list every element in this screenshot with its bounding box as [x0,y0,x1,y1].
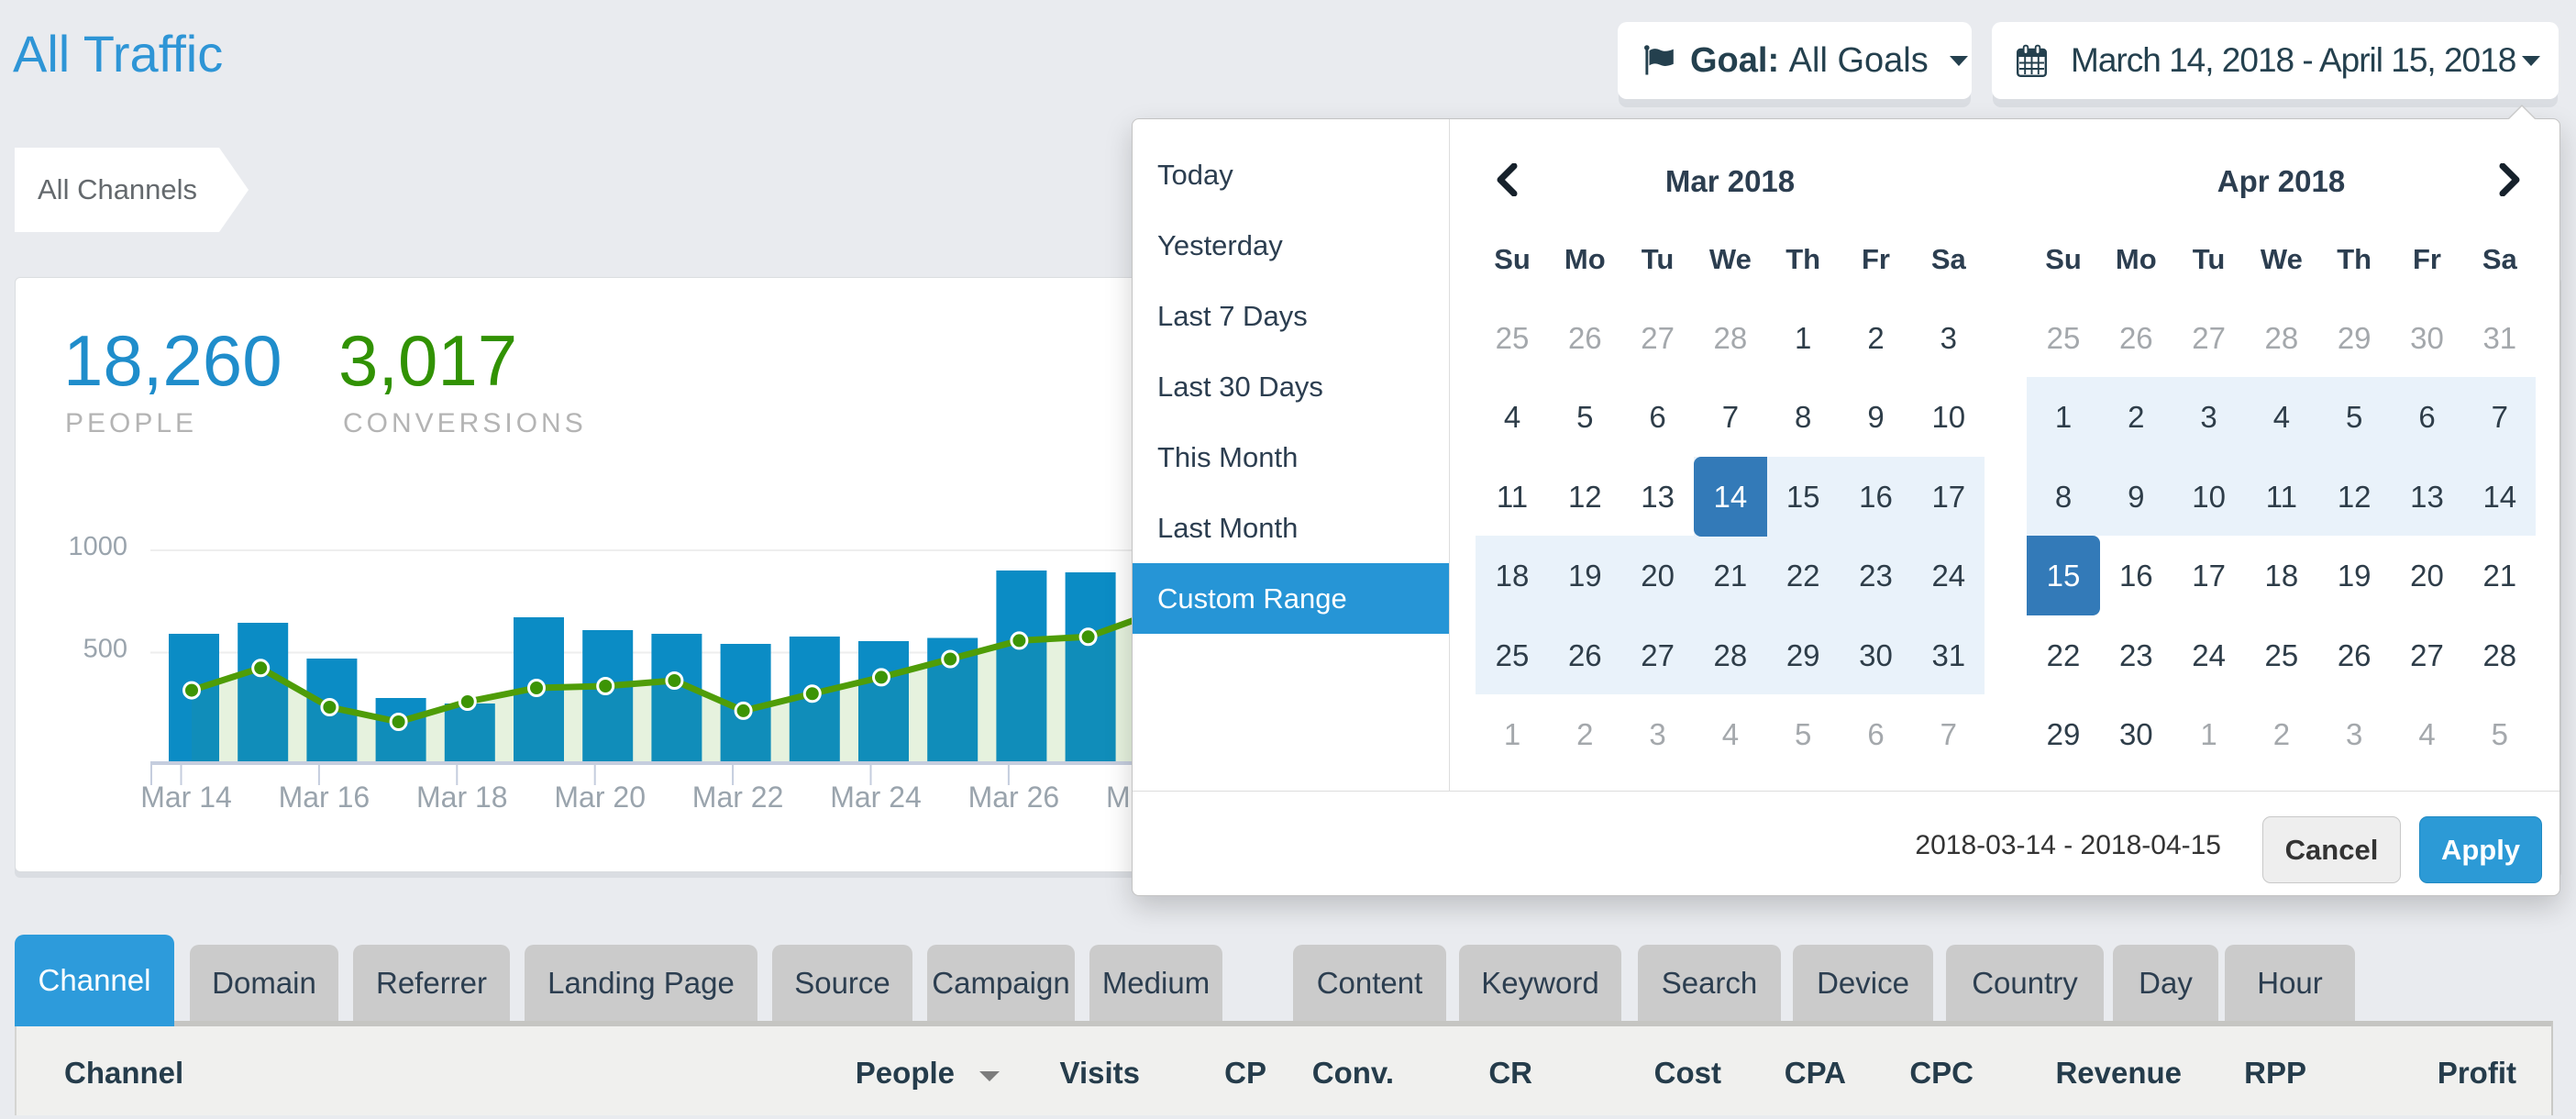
svg-text:Mar 14: Mar 14 [140,781,232,814]
svg-text:Mar 26: Mar 26 [968,781,1060,814]
svg-text:Mar 22: Mar 22 [692,781,784,814]
svg-text:1000: 1000 [68,532,127,561]
svg-text:Mar 18: Mar 18 [416,781,508,814]
svg-text:Mar 20: Mar 20 [554,781,646,814]
svg-text:500: 500 [83,635,127,664]
svg-text:Mar 24: Mar 24 [830,781,922,814]
svg-text:Mar 16: Mar 16 [279,781,370,814]
